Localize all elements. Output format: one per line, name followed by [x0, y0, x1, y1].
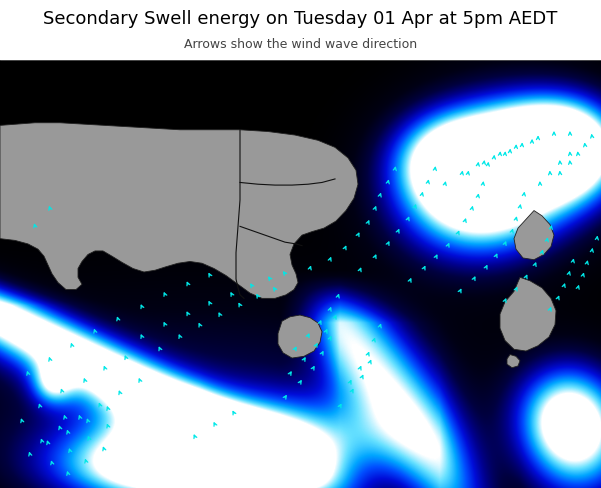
Polygon shape: [500, 277, 556, 351]
Text: Secondary Swell energy on Tuesday 01 Apr at 5pm AEDT: Secondary Swell energy on Tuesday 01 Apr…: [43, 10, 558, 28]
Polygon shape: [0, 123, 358, 298]
Polygon shape: [507, 355, 520, 368]
Text: Arrows show the wind wave direction: Arrows show the wind wave direction: [184, 38, 417, 51]
Polygon shape: [514, 210, 554, 260]
Polygon shape: [278, 315, 322, 358]
